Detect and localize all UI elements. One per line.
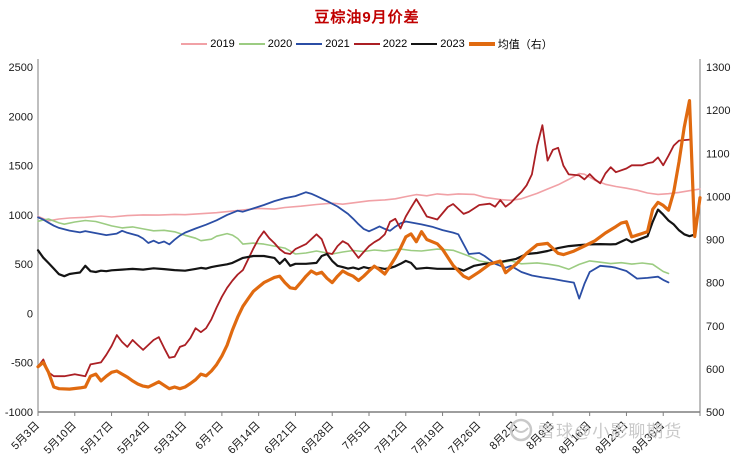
legend: 2019 2020 2021 2022 2023 均值（右） [0, 36, 734, 52]
chart-title: 豆棕油9月价差 [314, 9, 420, 26]
legend-label: 2020 [267, 38, 293, 50]
legend-item-2020[interactable]: 2020 [238, 38, 293, 50]
legend-swatch-2023 [411, 43, 438, 45]
y-left-tick-label: 2000 [9, 111, 33, 123]
y-left-tick-label: -500 [11, 358, 33, 370]
y-right-tick-label: 500 [706, 407, 724, 419]
y-right-tick-label: 1100 [706, 148, 730, 160]
x-tick-label: 7月26日 [446, 420, 483, 457]
legend-swatch-2019 [181, 43, 208, 45]
y-left-tick-label: 0 [27, 308, 33, 320]
legend-item-2022[interactable]: 2022 [353, 38, 408, 50]
x-tick-label: 5月10日 [42, 420, 79, 457]
y-right-tick-label: 1000 [706, 191, 730, 203]
y-right-tick-label: 1300 [706, 62, 730, 74]
x-tick-label: 6月21日 [263, 420, 300, 457]
y-left-tick-label: 500 [15, 259, 33, 271]
x-tick-label: 6月14日 [226, 420, 263, 457]
x-tick-label: 5月3日 [9, 420, 42, 453]
x-tick-label: 7月12日 [373, 420, 410, 457]
y-right-tick-label: 900 [706, 235, 724, 247]
legend-item-2023[interactable]: 2023 [411, 38, 465, 50]
series-line-均值（右）[interactable] [36, 98, 702, 391]
legend-item-2019[interactable]: 2019 [181, 38, 235, 50]
y-left-tick-label: -1000 [5, 407, 33, 419]
x-tick-label: 5月31日 [152, 420, 189, 457]
legend-label: 2022 [382, 38, 408, 50]
y-right-tick-label: 1200 [706, 105, 730, 117]
series-line-2019[interactable] [37, 172, 701, 222]
legend-swatch-均值（右） [468, 42, 495, 46]
legend-label: 2023 [440, 38, 465, 50]
x-tick-label: 5月24日 [115, 420, 152, 457]
x-tick-label: 7月5日 [340, 420, 373, 453]
y-left-tick-label: 2500 [9, 62, 33, 74]
snowball-logo-smile [513, 427, 529, 433]
legend-label: 均值（右） [497, 39, 553, 51]
y-right-tick-label: 600 [706, 364, 724, 376]
x-tick-label: 5月17日 [79, 420, 116, 457]
snowball-logo-icon [509, 418, 533, 442]
series-line-2021[interactable] [37, 191, 670, 300]
series-line-2020[interactable] [37, 218, 670, 275]
legend-item-2021[interactable]: 2021 [296, 38, 350, 50]
y-left-tick-label: 1000 [9, 210, 33, 222]
series-line-2023[interactable] [36, 208, 696, 278]
x-tick-label: 8月2日 [488, 420, 521, 453]
x-tick-label: 6月7日 [193, 420, 226, 453]
legend-label: 2019 [210, 38, 235, 50]
legend-item-均值（右）[interactable]: 均值（右） [468, 36, 553, 52]
legend-swatch-2021 [296, 43, 323, 45]
watermark: 雪球@小影聊期货 [509, 418, 682, 442]
x-tick-label: 6月28日 [299, 420, 336, 457]
legend-swatch-2020 [238, 43, 265, 45]
legend-swatch-2022 [353, 43, 380, 45]
watermark-text: 雪球@小影聊期货 [538, 422, 682, 441]
y-right-tick-label: 700 [706, 321, 724, 333]
legend-label: 2021 [325, 38, 350, 50]
y-right-tick-label: 800 [706, 278, 724, 290]
x-tick-label: 7月19日 [410, 420, 447, 457]
y-left-tick-label: 1500 [9, 161, 33, 173]
series-line-2022[interactable] [37, 124, 691, 378]
